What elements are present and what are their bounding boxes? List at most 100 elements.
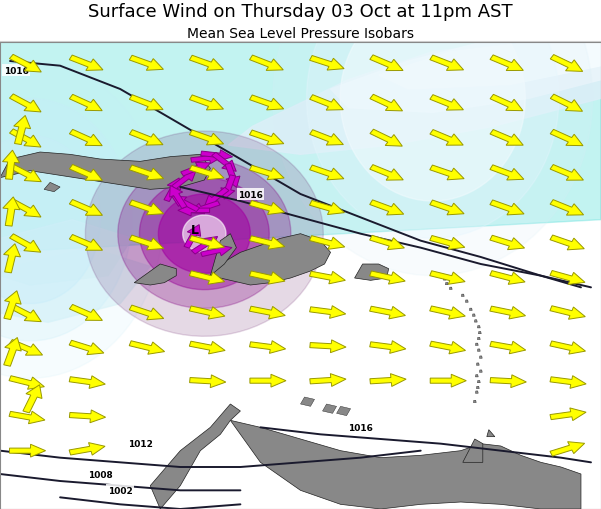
Polygon shape bbox=[370, 236, 404, 250]
Polygon shape bbox=[150, 404, 240, 509]
Polygon shape bbox=[551, 55, 583, 72]
Polygon shape bbox=[69, 443, 105, 455]
Polygon shape bbox=[551, 95, 582, 112]
Polygon shape bbox=[210, 234, 331, 286]
Polygon shape bbox=[181, 163, 210, 177]
Polygon shape bbox=[430, 96, 463, 111]
Polygon shape bbox=[210, 234, 236, 276]
Polygon shape bbox=[190, 202, 220, 214]
Polygon shape bbox=[14, 116, 31, 145]
Polygon shape bbox=[480, 356, 482, 358]
Polygon shape bbox=[310, 201, 344, 215]
Polygon shape bbox=[250, 375, 286, 387]
Polygon shape bbox=[189, 306, 225, 320]
Polygon shape bbox=[370, 130, 402, 147]
Polygon shape bbox=[9, 340, 43, 355]
Polygon shape bbox=[331, 43, 601, 113]
Polygon shape bbox=[490, 375, 526, 388]
Polygon shape bbox=[129, 201, 163, 215]
Polygon shape bbox=[0, 43, 601, 253]
Polygon shape bbox=[69, 200, 102, 216]
Polygon shape bbox=[370, 271, 405, 285]
Polygon shape bbox=[4, 338, 21, 366]
Polygon shape bbox=[550, 271, 585, 285]
Polygon shape bbox=[191, 237, 218, 254]
Polygon shape bbox=[221, 176, 236, 200]
Polygon shape bbox=[487, 430, 495, 437]
Polygon shape bbox=[191, 153, 222, 164]
Polygon shape bbox=[0, 136, 100, 304]
Polygon shape bbox=[129, 305, 163, 320]
Polygon shape bbox=[310, 166, 344, 181]
Text: 1016: 1016 bbox=[238, 190, 263, 199]
Polygon shape bbox=[370, 56, 403, 71]
Polygon shape bbox=[10, 165, 41, 182]
Polygon shape bbox=[189, 56, 224, 71]
Polygon shape bbox=[430, 342, 466, 354]
Polygon shape bbox=[249, 341, 285, 354]
Polygon shape bbox=[129, 96, 163, 111]
Polygon shape bbox=[379, 43, 601, 90]
Polygon shape bbox=[189, 271, 225, 285]
Polygon shape bbox=[85, 132, 323, 336]
Text: Surface Wind on Thursday 03 Oct at 11pm AST: Surface Wind on Thursday 03 Oct at 11pm … bbox=[88, 3, 513, 21]
Polygon shape bbox=[183, 216, 226, 253]
Polygon shape bbox=[477, 386, 479, 389]
Polygon shape bbox=[10, 234, 41, 252]
Polygon shape bbox=[230, 420, 581, 509]
Polygon shape bbox=[474, 401, 476, 403]
Polygon shape bbox=[69, 341, 104, 355]
Polygon shape bbox=[129, 236, 163, 250]
Polygon shape bbox=[189, 96, 224, 111]
Polygon shape bbox=[44, 183, 60, 192]
Polygon shape bbox=[249, 201, 284, 215]
Polygon shape bbox=[139, 178, 269, 290]
Polygon shape bbox=[159, 194, 251, 274]
Polygon shape bbox=[370, 341, 406, 354]
Polygon shape bbox=[201, 151, 233, 162]
Polygon shape bbox=[477, 349, 480, 352]
Text: 1016: 1016 bbox=[4, 67, 28, 76]
Polygon shape bbox=[477, 363, 479, 365]
Polygon shape bbox=[340, 0, 525, 202]
Polygon shape bbox=[430, 166, 464, 181]
Polygon shape bbox=[475, 375, 478, 377]
Polygon shape bbox=[134, 265, 176, 286]
Polygon shape bbox=[23, 385, 42, 413]
Polygon shape bbox=[69, 376, 105, 389]
Polygon shape bbox=[3, 197, 20, 227]
Polygon shape bbox=[430, 130, 463, 146]
Polygon shape bbox=[337, 407, 350, 416]
Text: 1016: 1016 bbox=[348, 423, 373, 432]
Polygon shape bbox=[310, 272, 346, 284]
Polygon shape bbox=[0, 62, 163, 379]
Polygon shape bbox=[310, 130, 343, 146]
Polygon shape bbox=[430, 236, 465, 250]
Polygon shape bbox=[189, 375, 226, 388]
Polygon shape bbox=[10, 55, 41, 73]
Polygon shape bbox=[9, 376, 44, 389]
Polygon shape bbox=[69, 130, 102, 147]
Polygon shape bbox=[249, 236, 285, 250]
Polygon shape bbox=[69, 235, 103, 251]
Polygon shape bbox=[370, 374, 406, 387]
Polygon shape bbox=[550, 408, 586, 421]
Polygon shape bbox=[490, 130, 523, 146]
Polygon shape bbox=[10, 304, 41, 322]
Polygon shape bbox=[10, 200, 41, 218]
Polygon shape bbox=[478, 332, 481, 334]
Polygon shape bbox=[10, 130, 41, 148]
Polygon shape bbox=[550, 442, 585, 456]
Polygon shape bbox=[178, 205, 210, 216]
Polygon shape bbox=[430, 271, 465, 285]
Polygon shape bbox=[310, 340, 346, 353]
Polygon shape bbox=[129, 56, 163, 71]
Polygon shape bbox=[0, 248, 150, 323]
Polygon shape bbox=[323, 404, 337, 413]
Polygon shape bbox=[4, 291, 21, 320]
Polygon shape bbox=[189, 342, 225, 354]
Polygon shape bbox=[129, 166, 163, 181]
Polygon shape bbox=[370, 306, 406, 319]
Polygon shape bbox=[490, 95, 523, 111]
Polygon shape bbox=[430, 56, 463, 71]
